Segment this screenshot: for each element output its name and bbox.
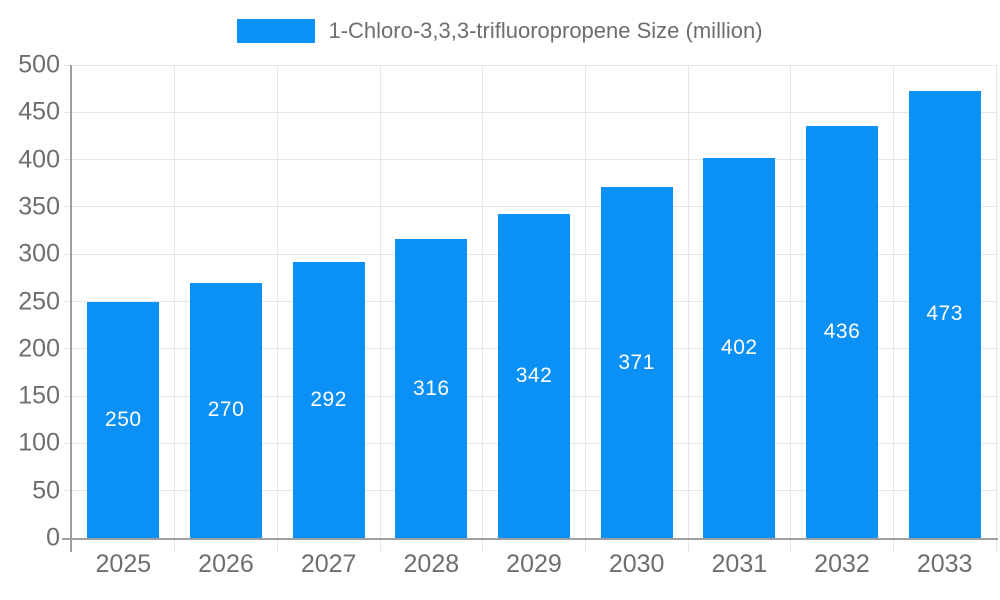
y-axis-tick-label: 300 [18, 239, 60, 268]
bar-value-label: 270 [207, 398, 245, 422]
vertical-gridline [687, 65, 689, 552]
bar-2033[interactable]: 473 [908, 90, 981, 538]
bar-2025[interactable]: 250 [87, 301, 160, 538]
x-axis-tick-label: 2028 [403, 550, 460, 578]
vertical-gridline [379, 65, 381, 552]
x-axis-tick-label: 2027 [300, 550, 357, 578]
y-axis-tick-label: 250 [18, 287, 60, 315]
bar-2027[interactable]: 292 [292, 261, 365, 538]
y-axis-tick-label: 500 [18, 50, 60, 79]
horizontal-gridline [64, 111, 996, 113]
vertical-gridline [892, 65, 894, 552]
legend-label: 1-Chloro-3,3,3-trifluoropropene Size (mi… [328, 18, 763, 43]
bar-2026[interactable]: 270 [190, 282, 262, 538]
x-axis-line [62, 538, 998, 540]
vertical-gridline [482, 65, 484, 552]
vertical-gridline [790, 65, 792, 552]
x-axis-tick-label: 2032 [814, 550, 870, 578]
y-axis-tick-label: 450 [18, 97, 60, 126]
y-axis-tick-label: 150 [18, 381, 60, 410]
bar-value-label: 402 [721, 335, 758, 359]
bar-value-label: 371 [618, 350, 655, 374]
y-axis-tick-label: 100 [18, 428, 60, 457]
vertical-gridline [584, 65, 586, 552]
bar-value-label: 316 [413, 376, 450, 400]
y-axis-tick-label: 0 [46, 523, 60, 552]
x-axis-tick-label: 2026 [198, 550, 254, 578]
legend-item[interactable]: 1-Chloro-3,3,3-trifluoropropene Size (mi… [0, 18, 1000, 44]
bar-value-label: 473 [926, 302, 963, 326]
y-axis-tick-label: 50 [32, 476, 60, 505]
y-axis-tick-label: 200 [18, 334, 60, 363]
vertical-gridline [276, 65, 278, 552]
bar-value-label: 342 [515, 364, 553, 388]
y-axis-tick-label: 350 [18, 192, 60, 221]
bar-value-label: 292 [310, 387, 347, 411]
bar-2031[interactable]: 402 [703, 157, 776, 538]
legend-swatch [237, 19, 316, 43]
bar-value-label: 250 [105, 407, 142, 431]
x-axis-tick-label: 2030 [608, 550, 665, 578]
bar-2029[interactable]: 342 [498, 214, 570, 538]
x-axis-tick-label: 2025 [95, 550, 152, 578]
x-axis-tick-label: 2033 [916, 550, 973, 578]
y-axis-tick-label: 400 [18, 145, 60, 174]
bar-value-label: 436 [823, 319, 861, 343]
x-axis-tick-label: 2029 [506, 550, 562, 578]
y-axis-line [70, 65, 72, 552]
horizontal-gridline [64, 206, 996, 208]
x-axis-tick-label: 2031 [711, 550, 768, 578]
bar-2030[interactable]: 371 [600, 187, 673, 538]
horizontal-gridline [64, 159, 996, 161]
horizontal-gridline [64, 64, 996, 66]
vertical-gridline [995, 65, 997, 552]
bar-2032[interactable]: 436 [806, 125, 878, 538]
bar-2028[interactable]: 316 [395, 239, 468, 538]
plot-area: 0 50 100 150 200 250 300 350 400 450 500 250 2025 270… [18, 51, 998, 578]
vertical-gridline [174, 65, 176, 552]
